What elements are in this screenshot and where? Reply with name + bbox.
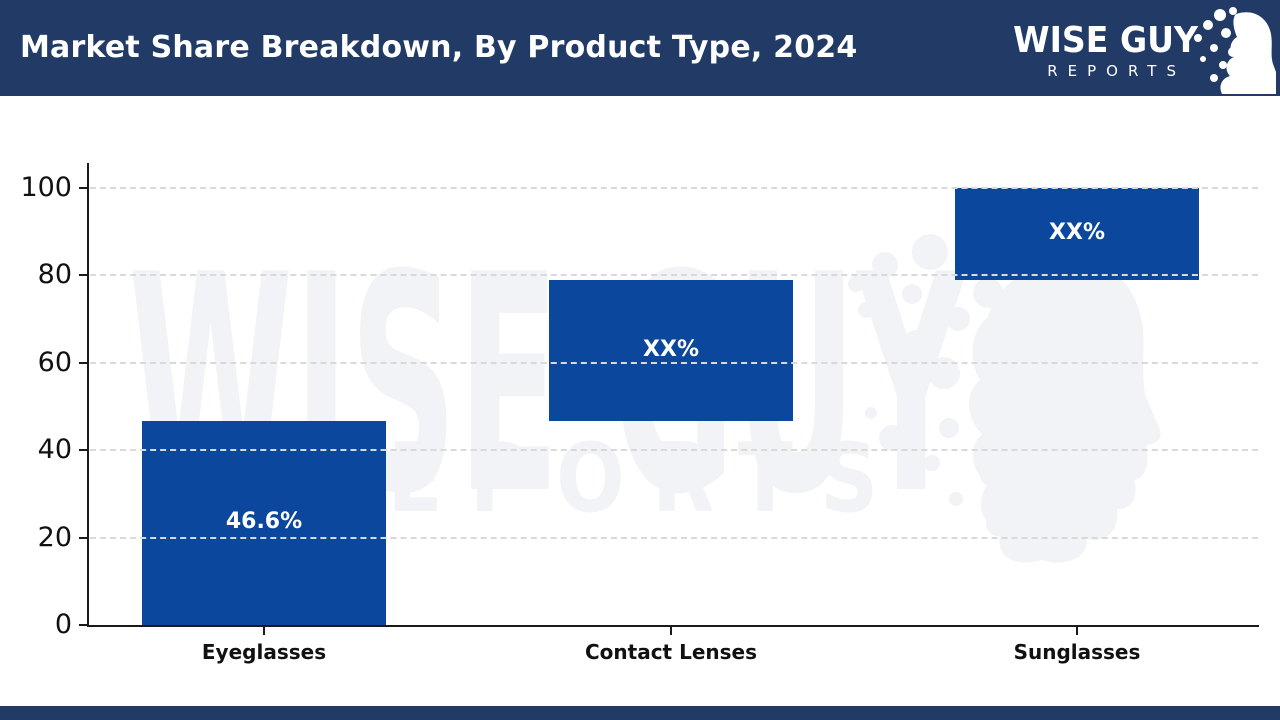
y-tick-100	[79, 187, 87, 189]
gridline-100	[90, 187, 1258, 189]
y-tick-label-80: 80	[37, 259, 72, 291]
x-tick	[1076, 627, 1078, 635]
page-title: Market Share Breakdown, By Product Type,…	[20, 30, 858, 65]
y-tick-40	[79, 449, 87, 452]
y-tick-label-0: 0	[54, 609, 72, 640]
bar-contact-lenses	[549, 279, 793, 422]
y-tick-20	[79, 536, 87, 539]
y-tick-label-20: 20	[37, 521, 72, 553]
y-tick-label-60: 60	[37, 346, 72, 378]
gridline-80	[90, 274, 1258, 277]
bar-value-label: XX%	[643, 336, 699, 362]
x-tick	[670, 627, 672, 635]
bar-sunglasses	[955, 188, 1199, 280]
category-label: Contact Lenses	[584, 640, 757, 664]
category-label: Sunglasses	[1013, 640, 1141, 664]
bar-eyeglasses	[142, 421, 386, 625]
gridline-60	[90, 361, 1258, 364]
brand-face-icon	[1194, 7, 1276, 94]
brand-logo: WISE GUY REPORTS	[1006, 0, 1276, 96]
y-tick-label-100: 100	[20, 172, 72, 203]
bar-value-label: XX%	[1049, 219, 1105, 245]
watermark-text-reports: REPORTS	[298, 424, 906, 534]
bar-value-label: 46.6%	[225, 509, 303, 535]
footer-bar	[0, 706, 1280, 720]
y-tick-80	[79, 274, 87, 277]
y-tick-label-40: 40	[37, 434, 72, 466]
y-axis-line	[87, 163, 89, 627]
y-tick-0	[79, 624, 87, 626]
gridline-20	[90, 536, 1258, 539]
brand-logo-name: WISE GUY	[1013, 20, 1198, 61]
x-axis-line	[87, 625, 1259, 627]
y-tick-60	[79, 361, 87, 364]
x-tick	[263, 627, 265, 635]
header-bar: Market Share Breakdown, By Product Type,…	[0, 0, 1280, 96]
category-label: Eyeglasses	[201, 640, 327, 664]
brand-logo-tagline: REPORTS	[1047, 62, 1186, 80]
gridline-40	[90, 449, 1258, 452]
